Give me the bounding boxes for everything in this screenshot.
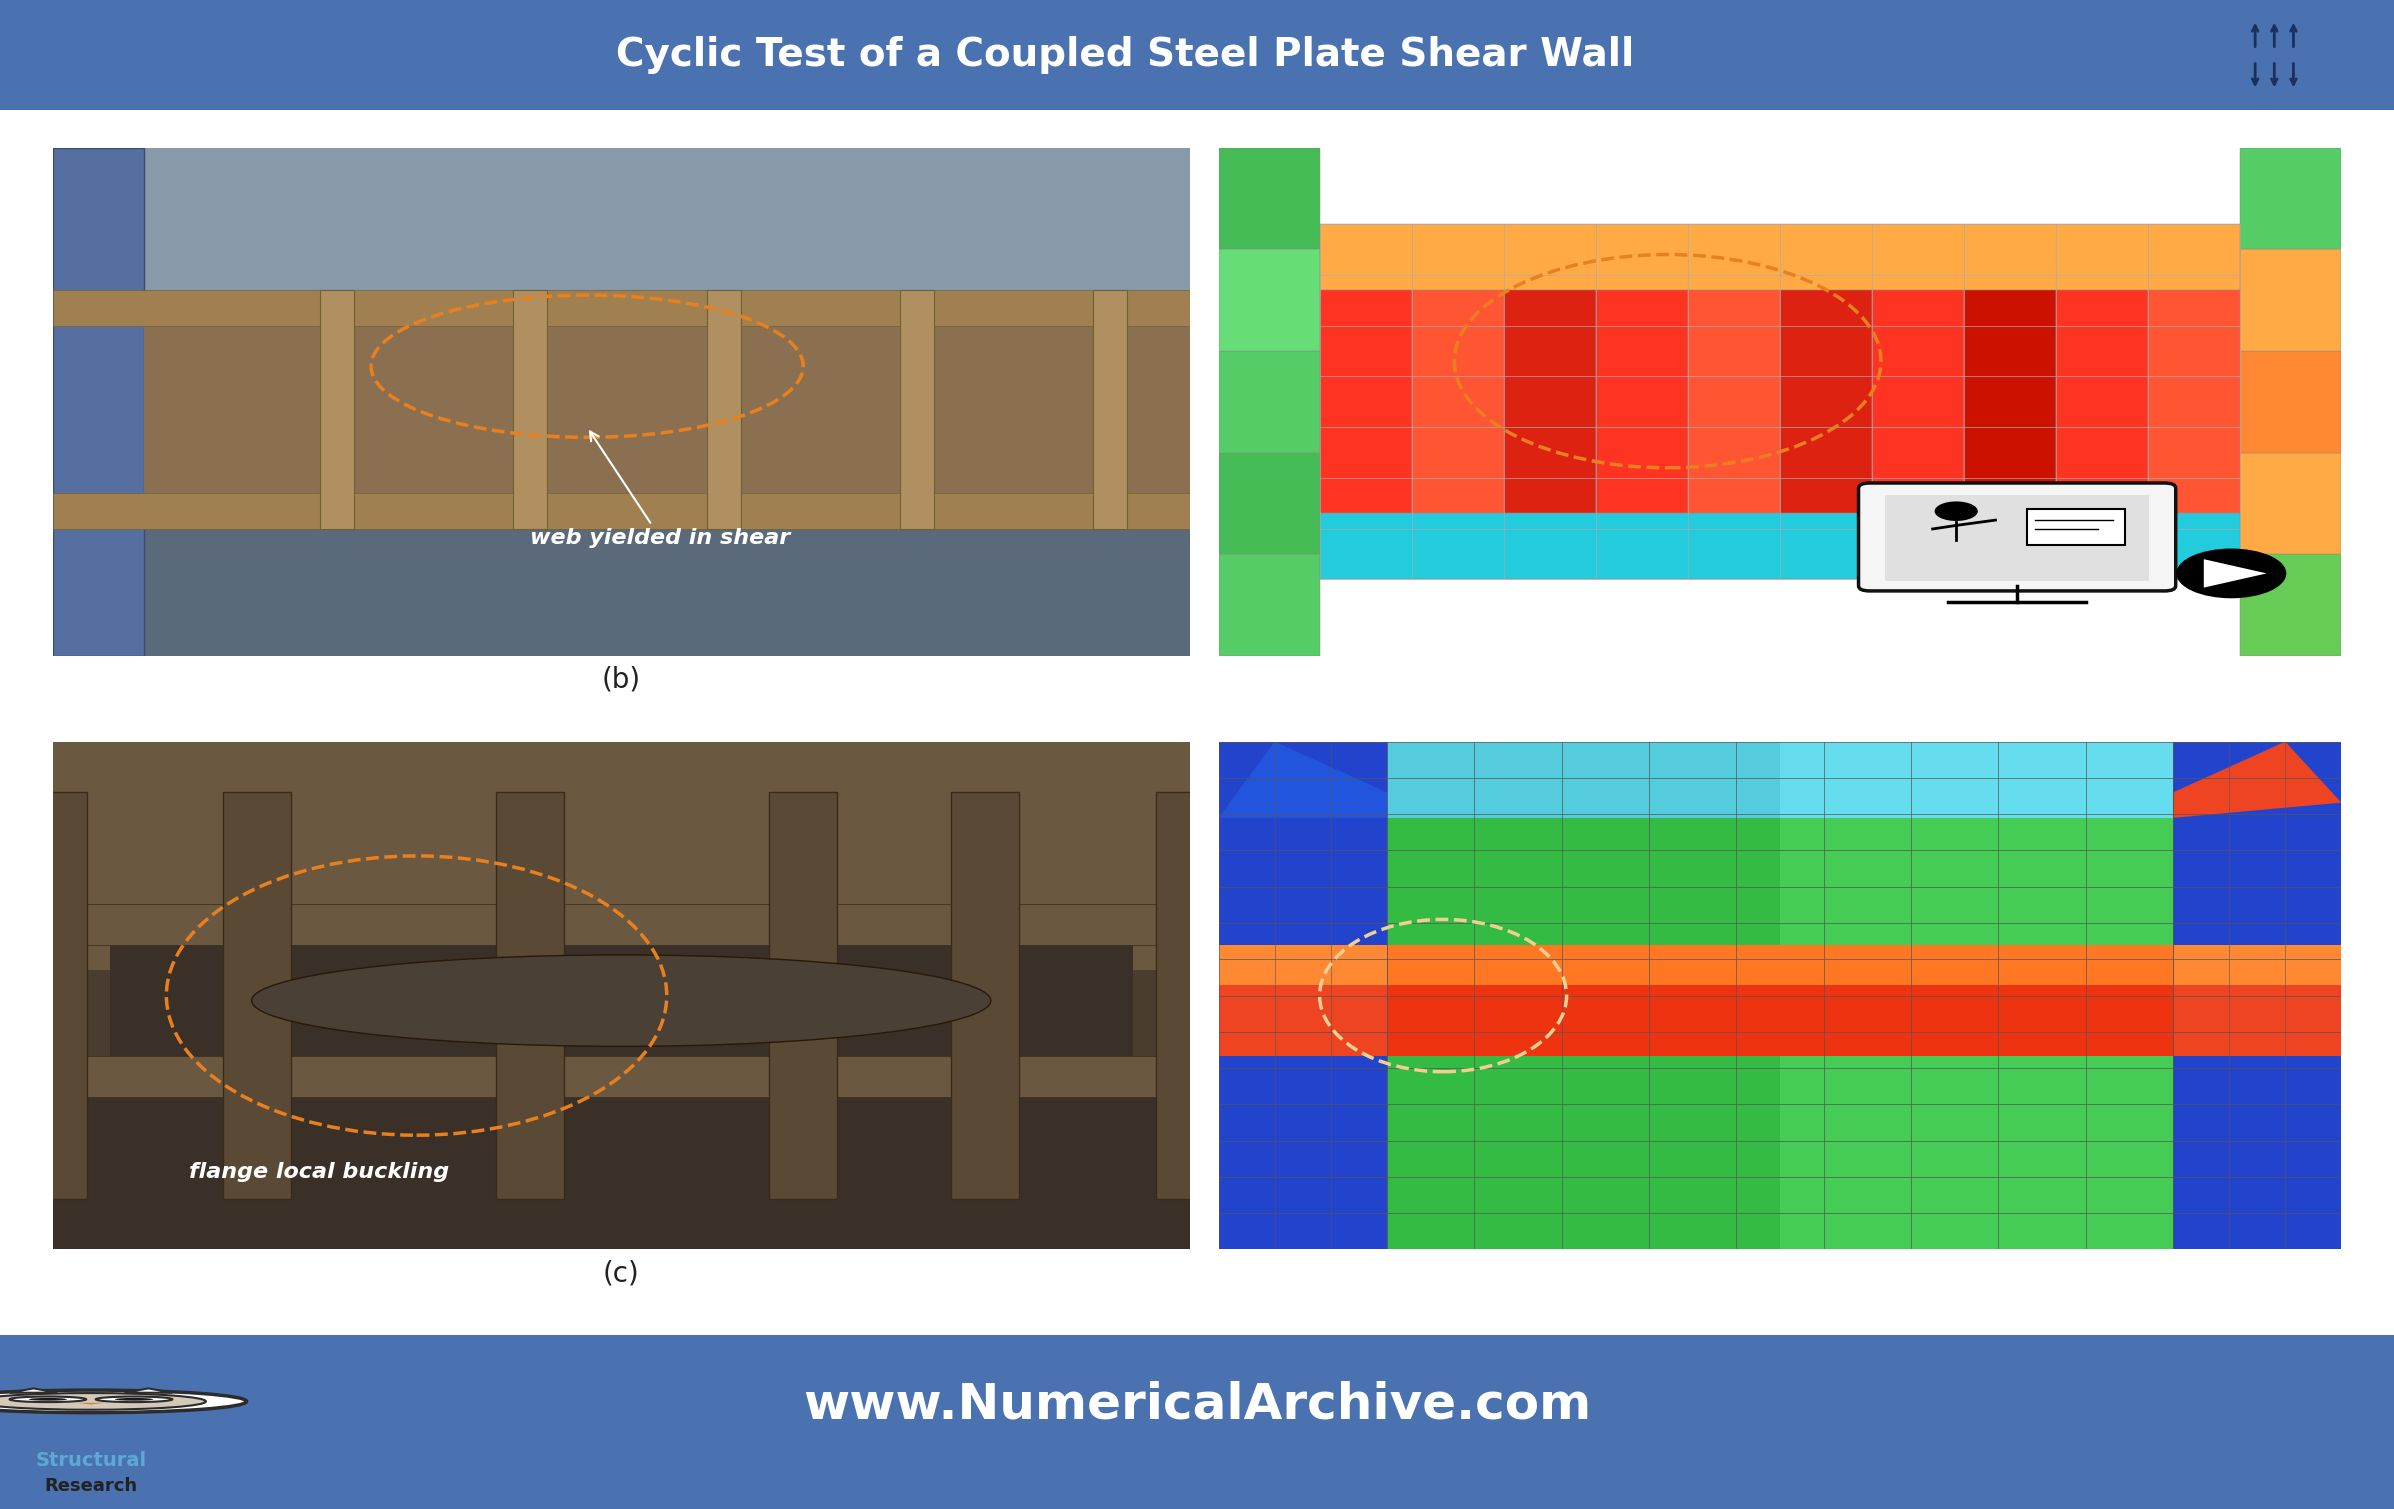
- Polygon shape: [2205, 560, 2267, 587]
- Bar: [1386, 985, 2174, 1056]
- Bar: [1779, 818, 2174, 945]
- Bar: [1688, 290, 1779, 513]
- Bar: [2241, 249, 2341, 352]
- Bar: [53, 148, 1190, 376]
- Bar: [53, 1097, 1190, 1249]
- Bar: [723, 326, 917, 493]
- Bar: [1386, 818, 2174, 945]
- Circle shape: [1934, 501, 1977, 521]
- Circle shape: [115, 1397, 153, 1400]
- Text: Research: Research: [45, 1477, 136, 1495]
- Bar: [53, 741, 1190, 970]
- Bar: [1219, 352, 1319, 453]
- Bar: [1219, 249, 1319, 352]
- Bar: [1156, 792, 1223, 1198]
- Bar: [2174, 985, 2341, 1056]
- Polygon shape: [77, 1403, 105, 1405]
- Text: Cyclic Test of a Coupled Steel Plate Shear Wall: Cyclic Test of a Coupled Steel Plate She…: [615, 36, 1635, 74]
- Bar: [1503, 290, 1597, 513]
- FancyBboxPatch shape: [1858, 483, 2176, 592]
- Bar: [1412, 290, 1503, 513]
- Bar: [338, 326, 531, 493]
- Text: (c): (c): [603, 1260, 639, 1287]
- Polygon shape: [1219, 741, 1386, 818]
- Bar: [1219, 148, 1319, 249]
- Bar: [1779, 290, 1872, 513]
- Circle shape: [0, 1390, 247, 1412]
- Bar: [53, 1056, 1190, 1097]
- Bar: [2028, 510, 2126, 545]
- Bar: [1386, 945, 2174, 985]
- Circle shape: [2176, 548, 2286, 598]
- Bar: [917, 326, 1111, 493]
- Bar: [900, 290, 934, 528]
- Bar: [53, 904, 1190, 945]
- Bar: [19, 792, 86, 1198]
- Bar: [496, 792, 565, 1198]
- Bar: [1319, 513, 2241, 579]
- Text: (b): (b): [601, 665, 642, 694]
- Bar: [1219, 741, 1386, 1249]
- Bar: [321, 290, 354, 528]
- Bar: [1779, 1056, 2174, 1249]
- Circle shape: [96, 1396, 172, 1402]
- Bar: [1597, 290, 1688, 513]
- Bar: [768, 792, 838, 1198]
- Bar: [110, 945, 1132, 1056]
- Text: web yielded in shear: web yielded in shear: [531, 432, 790, 548]
- Bar: [223, 792, 292, 1198]
- Circle shape: [29, 1397, 67, 1400]
- Bar: [1094, 290, 1128, 528]
- Bar: [1779, 741, 2174, 818]
- Bar: [53, 504, 1190, 655]
- Bar: [1319, 290, 1412, 513]
- Bar: [1872, 290, 1963, 513]
- Bar: [512, 290, 548, 528]
- Text: www.NumericalArchive.com: www.NumericalArchive.com: [802, 1381, 1592, 1429]
- Bar: [144, 326, 338, 493]
- Bar: [2241, 453, 2341, 554]
- Bar: [1111, 326, 1190, 493]
- Bar: [2147, 290, 2241, 513]
- Bar: [1319, 223, 2241, 290]
- Polygon shape: [124, 1388, 172, 1393]
- Bar: [2241, 554, 2341, 655]
- Text: Structural: Structural: [36, 1452, 146, 1470]
- Text: flange local buckling: flange local buckling: [189, 1162, 450, 1183]
- Bar: [1219, 453, 1319, 554]
- Bar: [2174, 945, 2341, 985]
- Bar: [1386, 1056, 2174, 1249]
- Ellipse shape: [251, 955, 991, 1046]
- Bar: [950, 792, 1020, 1198]
- Circle shape: [10, 1396, 86, 1402]
- Bar: [2241, 148, 2341, 249]
- Bar: [1963, 290, 2056, 513]
- Bar: [1219, 554, 1319, 655]
- Bar: [1886, 495, 2150, 581]
- Bar: [1219, 945, 1386, 985]
- Bar: [706, 290, 740, 528]
- Bar: [2056, 290, 2147, 513]
- Polygon shape: [10, 1388, 57, 1393]
- Bar: [1386, 741, 2174, 818]
- Bar: [53, 493, 1190, 528]
- Bar: [53, 290, 1190, 326]
- Bar: [531, 326, 723, 493]
- Bar: [1219, 985, 1386, 1056]
- Bar: [2174, 741, 2341, 1249]
- Circle shape: [0, 1393, 206, 1409]
- Bar: [53, 148, 144, 655]
- Bar: [2241, 352, 2341, 453]
- Polygon shape: [2174, 741, 2341, 818]
